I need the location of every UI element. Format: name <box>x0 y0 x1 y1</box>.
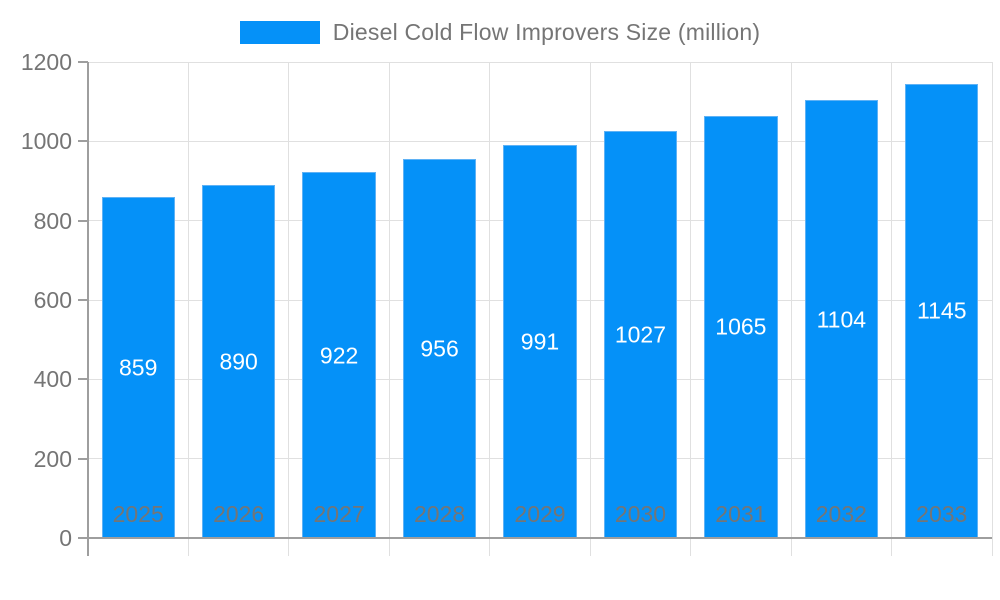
gridline-vertical <box>288 62 290 538</box>
legend-label: Diesel Cold Flow Improvers Size (million… <box>332 19 761 45</box>
gridline-vertical <box>489 62 491 538</box>
x-axis-label: 2031 <box>715 501 767 527</box>
bar-value-label: 859 <box>119 354 158 381</box>
y-axis-tick <box>78 378 88 381</box>
bar: 1104 <box>804 100 878 538</box>
x-axis-line <box>88 537 992 539</box>
bar-value-label: 1145 <box>917 297 967 324</box>
bar-value-label: 1027 <box>614 321 667 348</box>
bar-value-label: 890 <box>219 348 258 375</box>
gridline-vertical <box>991 62 993 538</box>
gridline-horizontal <box>88 140 992 142</box>
bar: 1145 <box>905 83 979 538</box>
x-axis-tick <box>991 538 993 556</box>
bar: 1065 <box>704 115 778 538</box>
chart-legend: Diesel Cold Flow Improvers Size (million… <box>0 19 1000 46</box>
y-axis-label: 0 <box>59 525 72 551</box>
y-axis-line <box>87 62 89 556</box>
x-axis-tick <box>288 538 290 556</box>
x-axis-tick <box>891 538 893 556</box>
bar: 859 <box>101 197 175 538</box>
gridline-vertical <box>589 62 591 538</box>
gridline-vertical <box>891 62 893 538</box>
x-axis-label: 2033 <box>916 501 968 527</box>
y-axis-tick <box>78 299 88 301</box>
y-axis-tick <box>78 219 88 222</box>
plot-area: 859 890 922 956 991 1027 1065 1104 1145 <box>88 61 993 556</box>
bar-value-label: 991 <box>520 328 560 355</box>
x-axis-tick <box>388 538 390 556</box>
y-axis-label: 600 <box>33 287 72 313</box>
bar-value-label: 1065 <box>715 313 767 340</box>
bar: 890 <box>202 184 276 538</box>
bar-value-label: 1104 <box>816 306 867 333</box>
gridline-vertical <box>388 62 390 538</box>
legend-swatch <box>239 21 320 44</box>
y-axis-tick <box>78 140 88 143</box>
y-axis-label: 1000 <box>20 128 72 155</box>
x-axis-label: 2029 <box>514 501 566 527</box>
gridline-vertical <box>690 62 692 538</box>
x-axis-label: 2026 <box>213 501 265 527</box>
x-axis-tick <box>589 538 591 556</box>
bar: 922 <box>302 172 376 538</box>
y-axis-label: 400 <box>33 366 72 393</box>
x-axis-label: 2032 <box>815 501 867 527</box>
x-axis-label: 2030 <box>614 501 667 527</box>
y-axis-tick <box>78 61 88 63</box>
bar-value-label: 956 <box>420 335 459 362</box>
x-axis-label: 2028 <box>413 501 466 527</box>
bar: 956 <box>402 158 477 538</box>
bar: 991 <box>503 144 577 538</box>
gridline-vertical <box>790 62 792 538</box>
gridline-vertical <box>187 62 189 538</box>
x-axis-tick <box>690 538 692 556</box>
y-axis-label: 800 <box>33 207 72 234</box>
x-axis-label: 2027 <box>313 501 365 527</box>
x-axis-label: 2025 <box>112 501 164 527</box>
y-axis-tick <box>78 537 88 539</box>
bar: 1027 <box>603 130 678 538</box>
x-axis-tick <box>489 538 491 556</box>
x-axis-tick <box>790 538 792 556</box>
y-axis-tick <box>78 457 88 460</box>
y-axis-label: 1200 <box>20 49 72 75</box>
gridline-horizontal <box>88 61 992 63</box>
bar-value-label: 922 <box>319 342 359 369</box>
x-axis-tick <box>187 538 189 556</box>
y-axis-label: 200 <box>33 445 72 472</box>
